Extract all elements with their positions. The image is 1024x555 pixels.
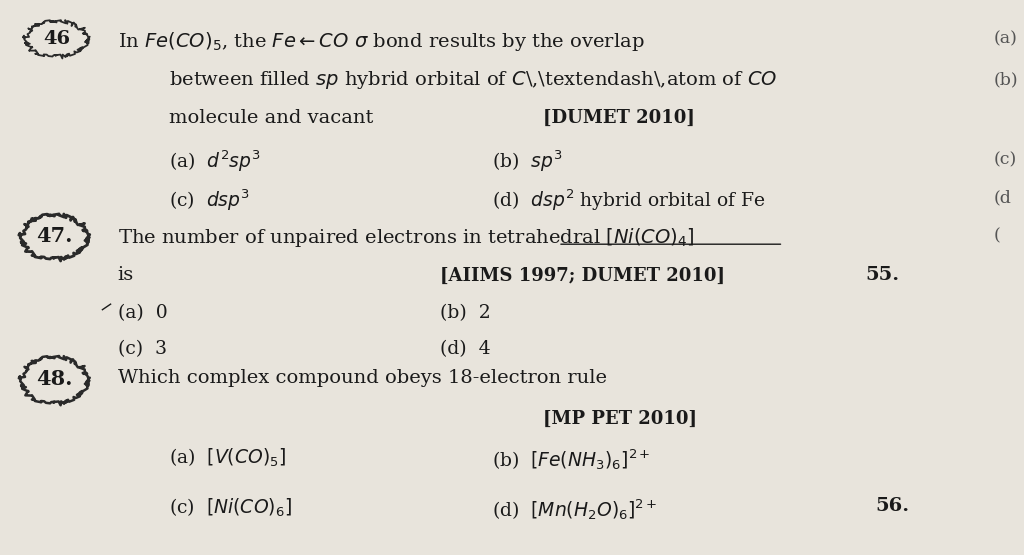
Text: (a)  0: (a) 0 — [118, 304, 168, 322]
Text: (c)  $\mathit{dsp}^3$: (c) $\mathit{dsp}^3$ — [169, 188, 250, 213]
Text: (c)  $[Ni(CO)_6]$: (c) $[Ni(CO)_6]$ — [169, 497, 292, 519]
Text: [MP PET 2010]: [MP PET 2010] — [543, 410, 696, 427]
Text: (c): (c) — [993, 151, 1017, 168]
Text: Which complex compound obeys 18-electron rule: Which complex compound obeys 18-electron… — [118, 369, 607, 386]
Text: (a): (a) — [993, 31, 1017, 48]
Text: 47.: 47. — [36, 226, 73, 246]
Text: [DUMET 2010]: [DUMET 2010] — [543, 109, 694, 127]
Text: (d)  $dsp^2$ hybrid orbital of Fe: (d) $dsp^2$ hybrid orbital of Fe — [492, 188, 765, 213]
Text: between filled $sp$ hybrid orbital of $C$\,\textendash\,atom of $CO$: between filled $sp$ hybrid orbital of $C… — [169, 69, 777, 92]
Text: molecule and vacant: molecule and vacant — [169, 109, 374, 127]
Text: is: is — [118, 266, 134, 284]
Text: (b)  2: (b) 2 — [440, 304, 492, 322]
Text: (d)  4: (d) 4 — [440, 340, 490, 357]
Text: (c)  3: (c) 3 — [118, 340, 167, 357]
Text: (b)  $sp^3$: (b) $sp^3$ — [492, 149, 562, 174]
Text: (: ( — [993, 228, 1000, 245]
Text: (a)  $d^2sp^3$: (a) $d^2sp^3$ — [169, 149, 261, 174]
Text: (b): (b) — [993, 71, 1018, 88]
Text: 48.: 48. — [36, 369, 73, 388]
Text: (b)  $[Fe(NH_3)_6]^{2+}$: (b) $[Fe(NH_3)_6]^{2+}$ — [492, 447, 650, 472]
Text: (d: (d — [993, 190, 1011, 207]
Text: In $Fe(CO)_5$, the $Fe \leftarrow CO$ $\sigma$ bond results by the overlap: In $Fe(CO)_5$, the $Fe \leftarrow CO$ $\… — [118, 30, 644, 53]
Text: 56.: 56. — [876, 497, 909, 514]
Text: [AIIMS 1997; DUMET 2010]: [AIIMS 1997; DUMET 2010] — [440, 266, 725, 284]
Text: (a)  $[V(CO)_5]$: (a) $[V(CO)_5]$ — [169, 447, 286, 469]
Text: 46: 46 — [43, 30, 70, 48]
Text: The number of unpaired electrons in tetrahedral $[Ni(CO)_4]$: The number of unpaired electrons in tetr… — [118, 226, 694, 249]
Text: 55.: 55. — [865, 266, 899, 284]
Text: (d)  $[Mn(H_2O)_6]^{2+}$: (d) $[Mn(H_2O)_6]^{2+}$ — [492, 497, 657, 522]
